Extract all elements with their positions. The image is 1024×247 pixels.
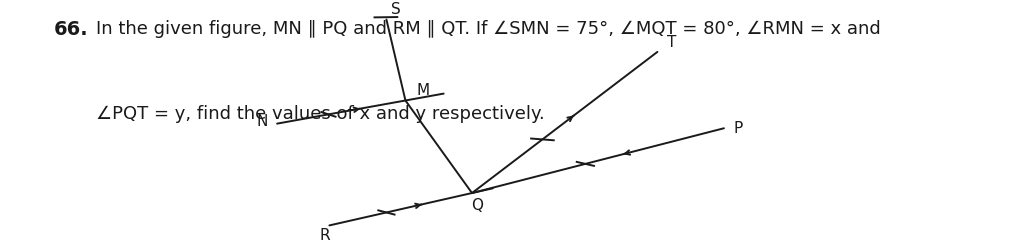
Text: Q: Q — [471, 198, 482, 213]
Text: ∠PQT = y, find the values of x and y respectively.: ∠PQT = y, find the values of x and y res… — [96, 105, 545, 123]
Text: N: N — [256, 114, 267, 129]
Text: M: M — [417, 83, 430, 98]
Text: R: R — [319, 228, 330, 243]
Text: In the given figure, MN ∥ PQ and RM ∥ QT. If ∠SMN = 75°, ∠MQT = 80°, ∠RMN = x an: In the given figure, MN ∥ PQ and RM ∥ QT… — [96, 20, 882, 38]
Text: 66.: 66. — [53, 20, 88, 39]
Text: P: P — [733, 121, 742, 136]
Text: T: T — [667, 35, 676, 50]
Text: S: S — [391, 2, 401, 17]
